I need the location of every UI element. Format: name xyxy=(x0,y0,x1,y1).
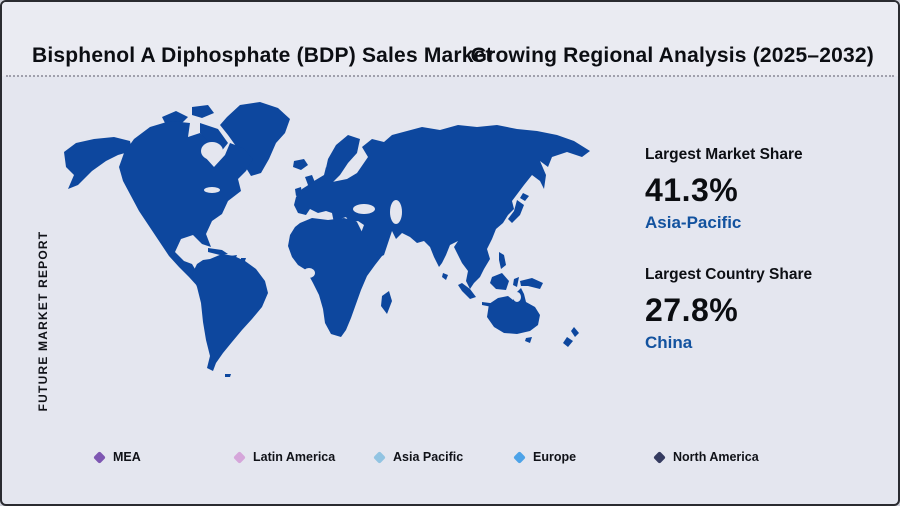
legend-marker-icon xyxy=(93,450,106,464)
page-title-left: Bisphenol A Diphosphate (BDP) Sales Mark… xyxy=(32,44,493,67)
legend-item-north-america: North America xyxy=(653,450,759,464)
header-band xyxy=(2,2,898,76)
stat-value: 27.8% xyxy=(645,292,739,328)
stats-panel: Largest Market Share 41.3% Asia-Pacific … xyxy=(645,146,890,386)
stat-value: 41.3% xyxy=(645,172,739,208)
stat-region: China xyxy=(645,333,693,352)
stat-largest-market-share: Largest Market Share 41.3% Asia-Pacific xyxy=(645,146,890,233)
legend-label: Europe xyxy=(533,450,577,464)
legend-marker-icon xyxy=(513,450,526,464)
legend-marker-icon xyxy=(233,450,246,464)
stat-region: Asia-Pacific xyxy=(645,213,742,232)
stat-label: Largest Country Share xyxy=(645,266,813,283)
stat-label: Largest Market Share xyxy=(645,146,803,163)
legend-item-asia-pacific: Asia Pacific xyxy=(373,450,464,464)
legend-label: MEA xyxy=(113,450,141,464)
page-title-right: Growing Regional Analysis (2025–2032) xyxy=(470,44,874,67)
world-map xyxy=(62,97,647,432)
legend-label: North America xyxy=(673,450,759,464)
legend-item-europe: Europe xyxy=(513,450,577,464)
legend-item-mea: MEA xyxy=(93,450,141,464)
legend-marker-icon xyxy=(653,450,666,464)
legend-marker-icon xyxy=(373,450,386,464)
legend-item-latin-america: Latin America xyxy=(233,450,336,464)
world-map-svg xyxy=(64,102,590,377)
dotted-divider xyxy=(6,75,894,77)
legend-label: Latin America xyxy=(253,450,336,464)
brand-watermark: FUTURE MARKET REPORT xyxy=(36,230,50,412)
legend-label: Asia Pacific xyxy=(393,450,464,464)
stat-largest-country-share: Largest Country Share 27.8% China xyxy=(645,266,890,353)
